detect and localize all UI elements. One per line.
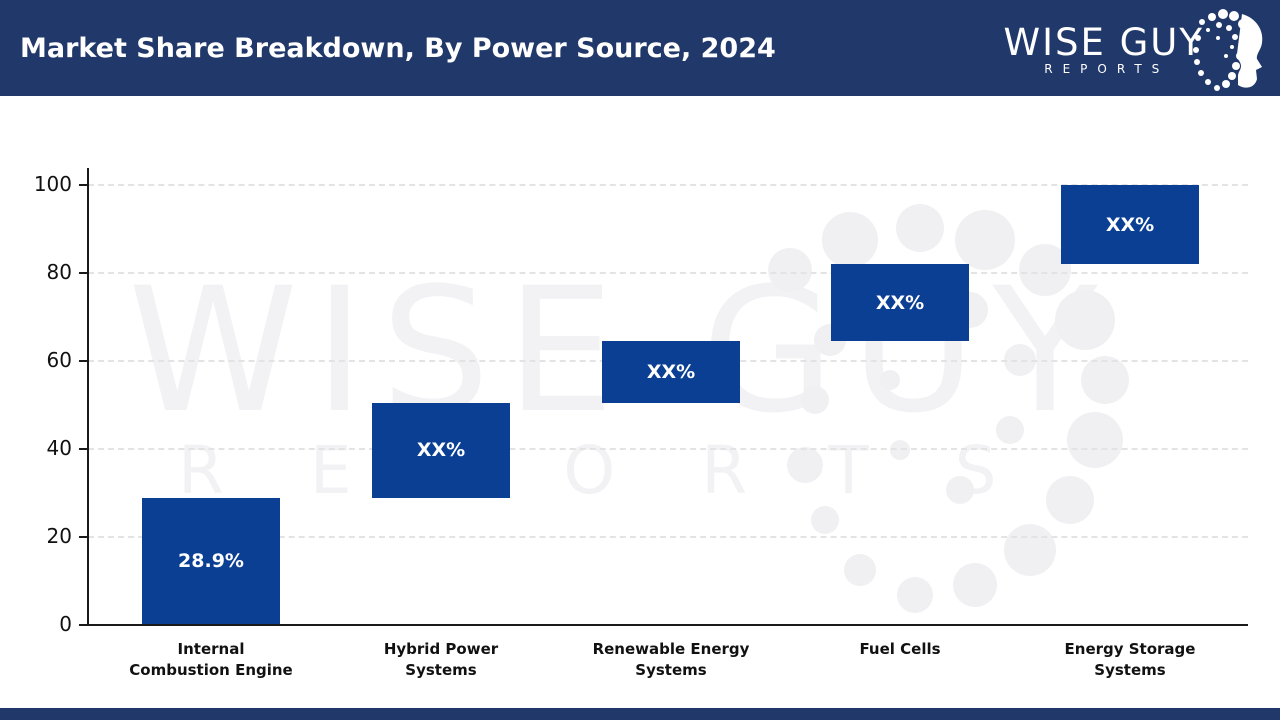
category-label-4: Energy Storage Systems	[1064, 640, 1196, 679]
y-tick-60	[79, 360, 87, 362]
y-axis	[87, 168, 89, 626]
bar-value-label-2: XX%	[646, 360, 696, 383]
gridline-100	[88, 184, 1248, 186]
y-tick-label-80: 80	[46, 260, 72, 284]
gridline-40	[88, 448, 1248, 450]
brand-logo: WISE GUY REPORTS	[1004, 6, 1266, 94]
bar-segment-3: XX%	[831, 264, 969, 342]
y-tick-label-0: 0	[59, 612, 72, 636]
y-tick-label-60: 60	[46, 348, 72, 372]
bar-segment-4: XX%	[1061, 185, 1199, 265]
logo-head-icon	[1193, 9, 1263, 91]
bar-value-label-1: XX%	[416, 439, 466, 462]
y-tick-20	[79, 536, 87, 538]
category-label-0: Internal Combustion Engine	[129, 640, 293, 679]
y-tick-100	[79, 184, 87, 186]
page-title: Market Share Breakdown, By Power Source,…	[20, 33, 776, 64]
logo-wordmark: WISE GUY REPORTS	[1003, 20, 1204, 77]
y-tick-40	[79, 448, 87, 450]
bar-segment-2: XX%	[602, 341, 740, 403]
x-axis	[87, 624, 1248, 626]
y-tick-0	[79, 624, 87, 626]
logo-wordmark-line1: WISE GUY	[1003, 20, 1204, 64]
y-tick-label-100: 100	[33, 172, 72, 196]
logo-wordmark-line2: REPORTS	[1044, 62, 1170, 77]
y-tick-80	[79, 272, 87, 274]
gridline-20	[88, 536, 1248, 538]
category-label-1: Hybrid Power Systems	[383, 640, 499, 679]
watermark-text-line2: REPORTS	[178, 432, 1083, 509]
y-tick-label-40: 40	[46, 436, 72, 460]
bar-segment-1: XX%	[372, 402, 510, 498]
y-tick-label-20: 20	[46, 524, 72, 548]
header-bar: Market Share Breakdown, By Power Source,…	[0, 0, 1280, 96]
bar-value-label-4: XX%	[1105, 213, 1155, 236]
category-label-3: Fuel Cells	[859, 640, 941, 658]
bar-value-label-3: XX%	[875, 291, 925, 314]
gridline-80	[88, 272, 1248, 274]
footer-bar	[0, 708, 1280, 720]
category-label-2: Renewable Energy Systems	[592, 640, 750, 679]
bar-value-label-0: 28.9%	[178, 550, 244, 573]
bar-segment-0: 28.9%	[142, 497, 280, 625]
